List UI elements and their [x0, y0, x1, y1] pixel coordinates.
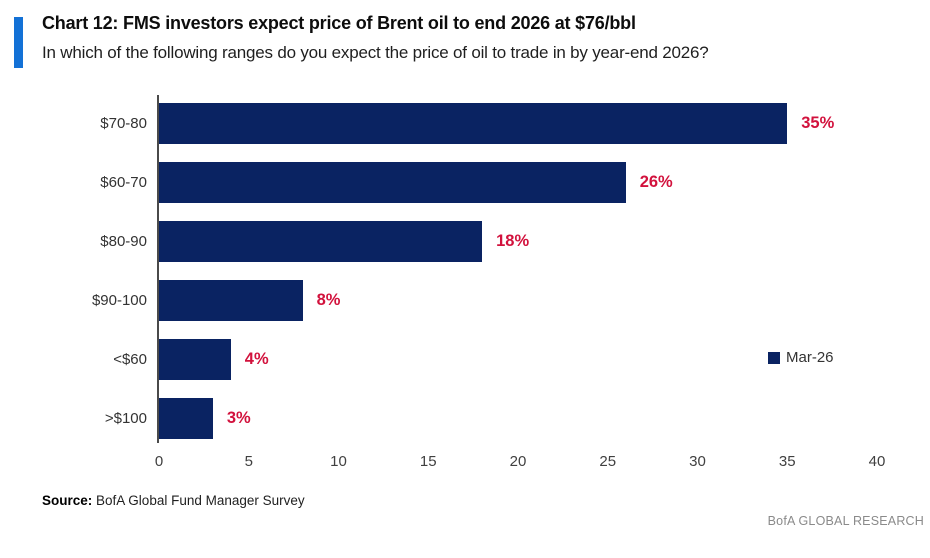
chart-legend: Mar-26: [768, 349, 834, 366]
x-axis-tick-label: 5: [244, 453, 253, 470]
x-axis-tick-label: 0: [154, 453, 164, 470]
x-axis-tick-label: 10: [330, 453, 347, 470]
bar: [159, 398, 213, 439]
legend-swatch-icon: [768, 351, 780, 364]
bar-chart-plot-area: $70-80 35% $60-70 26% $80-90 18% $90-100 8% <$60…: [92, 95, 885, 470]
value-label: 26%: [639, 173, 673, 191]
value-label: 18%: [496, 232, 530, 250]
x-axis-tick-label: 15: [419, 453, 437, 470]
bar: [159, 221, 483, 262]
x-axis-tick-label: 35: [778, 453, 796, 470]
category-label: >$100: [104, 410, 147, 427]
bar: [159, 339, 231, 380]
bar: [159, 103, 788, 144]
category-label: $90-100: [91, 292, 147, 309]
title-accent-bar: [14, 17, 23, 68]
brand-footer: BofA GLOBAL RESEARCH: [767, 514, 924, 528]
x-axis-tick-label: 30: [689, 453, 706, 470]
category-label: $80-90: [100, 233, 147, 250]
source-line: Source: BofA Global Fund Manager Survey: [42, 493, 305, 508]
source-text: BofA Global Fund Manager Survey: [96, 493, 305, 508]
value-label: 3%: [226, 409, 251, 427]
x-axis-tick-label: 20: [509, 453, 527, 470]
category-label: <$60: [113, 351, 147, 368]
category-label: $70-80: [100, 115, 147, 132]
value-label: 4%: [244, 350, 269, 368]
bar: [159, 280, 303, 321]
value-label: 8%: [316, 291, 341, 309]
legend-series-label: Mar-26: [786, 349, 834, 366]
x-axis-tick-label: 25: [599, 453, 617, 470]
source-label: Source:: [42, 493, 93, 508]
x-axis-tick-label: 40: [868, 453, 886, 470]
chart-subtitle: In which of the following ranges do you …: [42, 43, 709, 62]
bar: [159, 162, 626, 203]
chart-title: Chart 12: FMS investors expect price of …: [42, 13, 636, 33]
value-label: 35%: [801, 114, 835, 132]
category-label: $60-70: [100, 174, 147, 191]
